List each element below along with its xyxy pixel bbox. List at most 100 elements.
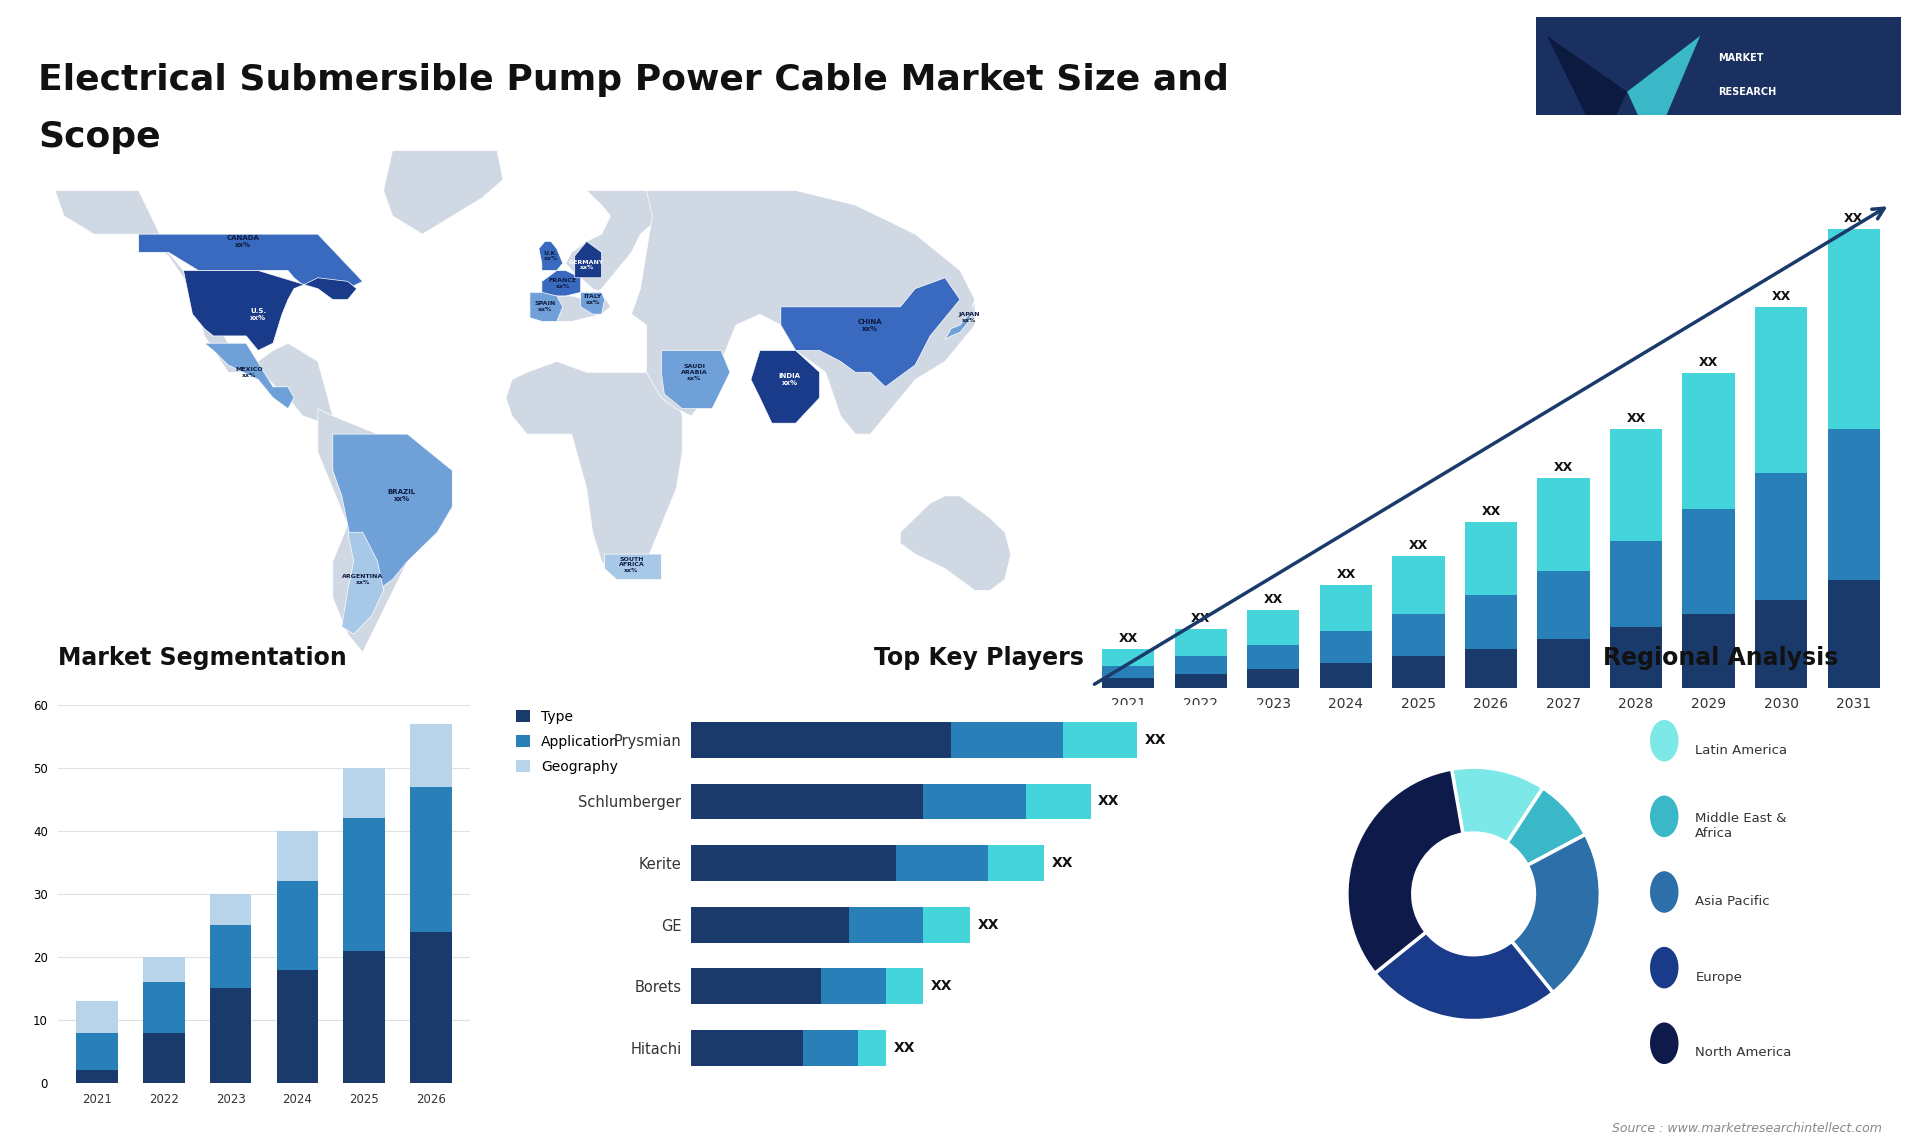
Bar bbox=[1538, 478, 1590, 571]
Polygon shape bbox=[540, 242, 563, 270]
Bar bbox=[1102, 649, 1154, 666]
Text: Market Segmentation: Market Segmentation bbox=[58, 646, 346, 670]
Text: CANADA
xx%: CANADA xx% bbox=[227, 235, 259, 248]
Text: Europe: Europe bbox=[1695, 971, 1741, 983]
Polygon shape bbox=[751, 351, 820, 423]
Text: BRAZIL
xx%: BRAZIL xx% bbox=[388, 489, 415, 502]
Circle shape bbox=[1649, 720, 1678, 761]
Text: ARGENTINA
xx%: ARGENTINA xx% bbox=[342, 574, 384, 584]
Bar bbox=[803, 1030, 858, 1066]
Bar bbox=[1319, 664, 1373, 688]
Bar bbox=[1682, 509, 1734, 614]
Text: Source : www.marketresearchintellect.com: Source : www.marketresearchintellect.com bbox=[1611, 1122, 1882, 1135]
Text: Electrical Submersible Pump Power Cable Market Size and: Electrical Submersible Pump Power Cable … bbox=[38, 63, 1229, 97]
Text: MARKET: MARKET bbox=[1718, 53, 1764, 63]
Bar bbox=[1175, 629, 1227, 657]
Text: CHINA
xx%: CHINA xx% bbox=[858, 319, 883, 331]
Text: XX: XX bbox=[893, 1041, 916, 1055]
Bar bbox=[1465, 521, 1517, 595]
Text: SOUTH
AFRICA
xx%: SOUTH AFRICA xx% bbox=[618, 557, 645, 573]
Text: SAUDI
ARABIA
xx%: SAUDI ARABIA xx% bbox=[682, 364, 708, 380]
Text: XX: XX bbox=[931, 980, 952, 994]
Bar bbox=[1319, 586, 1373, 631]
Text: Top Key Players: Top Key Players bbox=[874, 646, 1085, 670]
Text: XX: XX bbox=[1553, 461, 1572, 474]
Text: XX: XX bbox=[1482, 505, 1501, 518]
Polygon shape bbox=[332, 434, 453, 590]
Circle shape bbox=[1649, 947, 1678, 988]
Bar bbox=[144, 1033, 184, 1083]
Bar bbox=[1392, 556, 1444, 614]
Polygon shape bbox=[945, 289, 977, 339]
Text: XX: XX bbox=[1626, 413, 1645, 425]
Bar bbox=[1755, 307, 1807, 473]
Polygon shape bbox=[184, 270, 357, 351]
Circle shape bbox=[1649, 1022, 1678, 1063]
Text: XX: XX bbox=[977, 918, 998, 932]
Legend: Type, Application, Geography: Type, Application, Geography bbox=[511, 704, 624, 779]
Bar bbox=[344, 818, 384, 950]
Text: JAPAN
xx%: JAPAN xx% bbox=[958, 313, 979, 323]
Text: XX: XX bbox=[1409, 539, 1428, 552]
Bar bbox=[144, 957, 184, 982]
Text: XX: XX bbox=[1119, 631, 1139, 645]
Bar bbox=[1102, 666, 1154, 677]
Bar bbox=[1102, 677, 1154, 688]
Text: XX: XX bbox=[1699, 355, 1718, 369]
Bar bbox=[1064, 722, 1137, 758]
Text: Middle East &
Africa: Middle East & Africa bbox=[1695, 811, 1788, 840]
Bar bbox=[1828, 429, 1880, 580]
Text: INTELLECT: INTELLECT bbox=[1718, 120, 1776, 131]
Circle shape bbox=[1649, 871, 1678, 912]
Bar bbox=[1611, 429, 1663, 541]
Polygon shape bbox=[781, 277, 960, 387]
Bar bbox=[276, 970, 319, 1083]
Text: U.S.
xx%: U.S. xx% bbox=[250, 307, 267, 321]
Bar bbox=[1319, 631, 1373, 664]
Wedge shape bbox=[1452, 767, 1544, 843]
Bar bbox=[849, 906, 924, 942]
Text: XX: XX bbox=[1052, 856, 1073, 870]
Bar bbox=[1248, 669, 1300, 688]
Bar bbox=[691, 906, 849, 942]
Bar bbox=[1465, 595, 1517, 649]
Polygon shape bbox=[1628, 36, 1701, 148]
Bar bbox=[1465, 649, 1517, 688]
Text: SPAIN
xx%: SPAIN xx% bbox=[534, 301, 555, 312]
Text: Asia Pacific: Asia Pacific bbox=[1695, 895, 1770, 908]
Bar bbox=[691, 846, 895, 881]
Bar bbox=[276, 881, 319, 970]
Wedge shape bbox=[1348, 769, 1463, 973]
Bar bbox=[691, 722, 950, 758]
Bar bbox=[1392, 657, 1444, 688]
Text: MEXICO
xx%: MEXICO xx% bbox=[236, 367, 263, 378]
Bar bbox=[144, 982, 184, 1033]
Polygon shape bbox=[507, 361, 682, 580]
Polygon shape bbox=[632, 190, 975, 434]
Polygon shape bbox=[900, 496, 1010, 590]
Bar bbox=[1611, 541, 1663, 627]
Bar bbox=[1248, 645, 1300, 669]
Bar bbox=[1828, 229, 1880, 429]
Text: FRANCE
xx%: FRANCE xx% bbox=[549, 277, 576, 289]
Bar bbox=[209, 926, 252, 988]
Bar bbox=[1392, 614, 1444, 657]
Text: ITALY
xx%: ITALY xx% bbox=[584, 295, 601, 305]
Bar bbox=[950, 722, 1064, 758]
Polygon shape bbox=[384, 150, 503, 234]
Text: XX: XX bbox=[1190, 612, 1210, 626]
Bar bbox=[344, 768, 384, 818]
Text: INDIA
xx%: INDIA xx% bbox=[780, 374, 801, 386]
Text: North America: North America bbox=[1695, 1046, 1791, 1059]
Polygon shape bbox=[530, 292, 563, 321]
Bar bbox=[822, 968, 887, 1004]
Bar bbox=[1611, 627, 1663, 688]
Bar bbox=[1538, 638, 1590, 688]
Bar bbox=[209, 988, 252, 1083]
Bar bbox=[691, 968, 822, 1004]
Circle shape bbox=[1649, 795, 1678, 837]
Polygon shape bbox=[541, 270, 580, 296]
Polygon shape bbox=[1548, 36, 1628, 148]
Bar bbox=[691, 1030, 803, 1066]
FancyBboxPatch shape bbox=[1532, 14, 1905, 170]
